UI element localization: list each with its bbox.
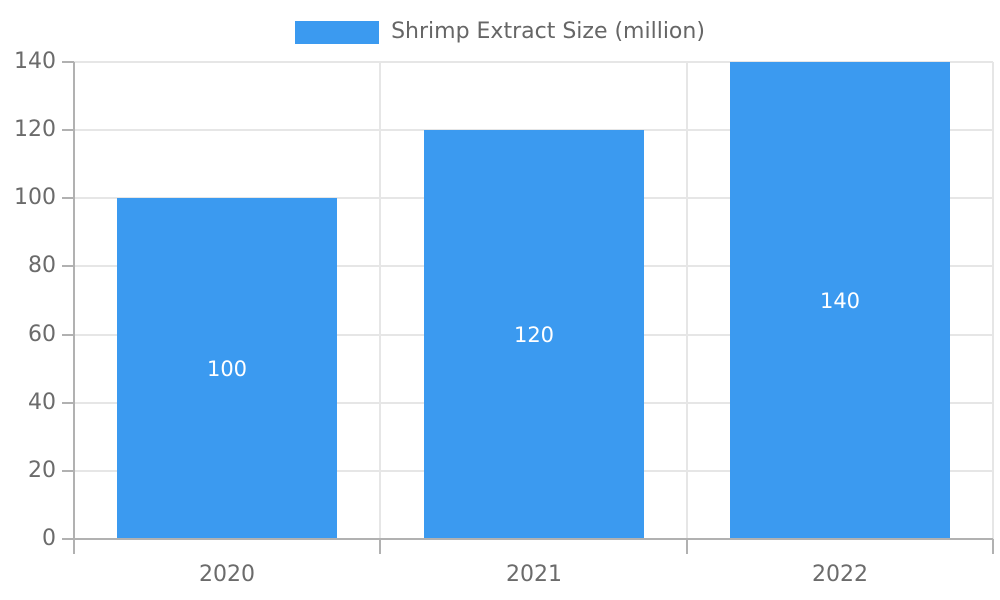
bar[interactable] (117, 198, 337, 539)
grid-line-y (74, 61, 993, 63)
bar-value-label: 100 (206, 357, 248, 381)
grid-line-x (992, 62, 994, 539)
bar-value-label: 140 (819, 289, 861, 313)
y-tick-mark (62, 129, 74, 131)
bar[interactable] (424, 130, 644, 539)
y-tick-mark (62, 334, 74, 336)
x-tick-label: 2022 (812, 562, 868, 587)
bar-value-label: 120 (513, 323, 555, 347)
x-tick-mark (379, 539, 381, 554)
grid-line-x (379, 62, 381, 539)
grid-line-x (686, 62, 688, 539)
y-tick-mark (62, 538, 74, 540)
bar[interactable] (730, 62, 950, 539)
y-tick-label: 0 (42, 526, 56, 551)
x-axis-line (73, 538, 993, 540)
y-tick-label: 60 (28, 322, 56, 347)
y-tick-label: 140 (14, 49, 56, 74)
y-tick-label: 40 (28, 390, 56, 415)
legend-label: Shrimp Extract Size (million) (391, 19, 705, 44)
x-tick-label: 2021 (506, 562, 562, 587)
y-tick-label: 20 (28, 458, 56, 483)
x-tick-mark (992, 539, 994, 554)
y-tick-label: 120 (14, 117, 56, 142)
y-tick-mark (62, 470, 74, 472)
x-tick-label: 2020 (199, 562, 255, 587)
y-tick-label: 100 (14, 185, 56, 210)
y-axis-line (73, 62, 75, 554)
y-tick-mark (62, 197, 74, 199)
y-tick-mark (62, 61, 74, 63)
legend-swatch (295, 20, 380, 44)
y-tick-label: 80 (28, 253, 56, 278)
y-tick-mark (62, 402, 74, 404)
legend[interactable]: Shrimp Extract Size (million) (0, 18, 1000, 46)
y-tick-mark (62, 265, 74, 267)
x-tick-mark (686, 539, 688, 554)
